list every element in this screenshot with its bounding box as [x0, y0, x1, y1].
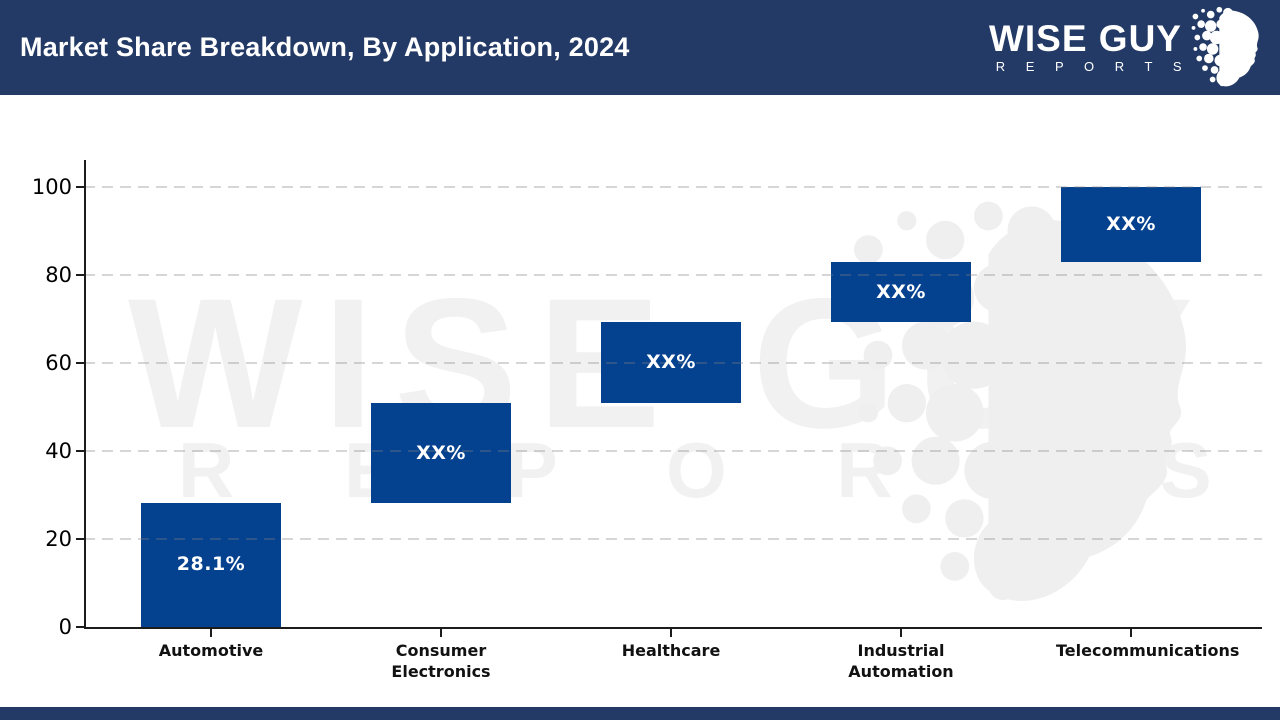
bar-industrial-automation: [831, 261, 971, 323]
x-tickmark: [440, 629, 442, 637]
gridline-20: [84, 538, 1262, 540]
x-category-label: Consumer Electronics: [391, 641, 491, 681]
x-category-label: Healthcare: [621, 641, 721, 660]
bar-automotive: [141, 503, 281, 627]
y-axis: [84, 160, 86, 629]
y-tickmark: [76, 450, 84, 452]
x-tickmark: [670, 629, 672, 637]
logo-wordmark: WISE GUY: [988, 17, 1182, 59]
bar-value-label: XX%: [1106, 213, 1156, 235]
y-tick-label: 40: [45, 439, 72, 463]
x-category-label: Industrial Automation: [848, 641, 954, 681]
y-tick-label: 0: [58, 615, 72, 639]
x-tickmark: [1130, 629, 1132, 637]
y-tickmark: [76, 274, 84, 276]
y-tickmark: [76, 538, 84, 540]
gridline-80: [84, 274, 1262, 276]
x-category-label: Telecommunications: [1056, 641, 1240, 660]
y-tickmark: [76, 626, 84, 628]
bar-consumer-electronics: [371, 402, 511, 504]
wiseguy-logo: WISE GUY R E P O R T S: [989, 0, 1266, 95]
header-bar: Market Share Breakdown, By Application, …: [0, 0, 1280, 95]
x-category-label: Automotive: [158, 641, 264, 660]
y-tick-label: 100: [31, 175, 72, 199]
bar-value-label: 28.1%: [176, 553, 246, 576]
logo-subtext: R E P O R T S: [995, 58, 1190, 74]
y-tick-label: 20: [45, 527, 72, 551]
x-tickmark: [900, 629, 902, 637]
y-tickmark: [76, 362, 84, 364]
footer-bar: [0, 707, 1280, 720]
gridline-40: [84, 450, 1262, 452]
x-axis: [84, 627, 1262, 629]
page-title: Market Share Breakdown, By Application, …: [20, 32, 630, 62]
y-tick-label: 60: [45, 351, 72, 375]
bar-value-label: XX%: [876, 280, 926, 303]
logo-face-icon: [1191, 6, 1259, 86]
x-tickmark: [210, 629, 212, 637]
bar-telecommunications: [1061, 187, 1201, 262]
watermark-face-icon: [849, 201, 1186, 601]
bar-value-label: XX%: [646, 351, 696, 374]
y-tick-label: 80: [45, 263, 72, 287]
bar-value-label: XX%: [416, 441, 466, 464]
gridline-100: [84, 186, 1262, 188]
y-tickmark: [76, 186, 84, 188]
bar-healthcare: [601, 322, 741, 403]
gridline-60: [84, 362, 1262, 364]
logo-text: WISE GUY R E P O R T S: [988, 17, 1182, 75]
